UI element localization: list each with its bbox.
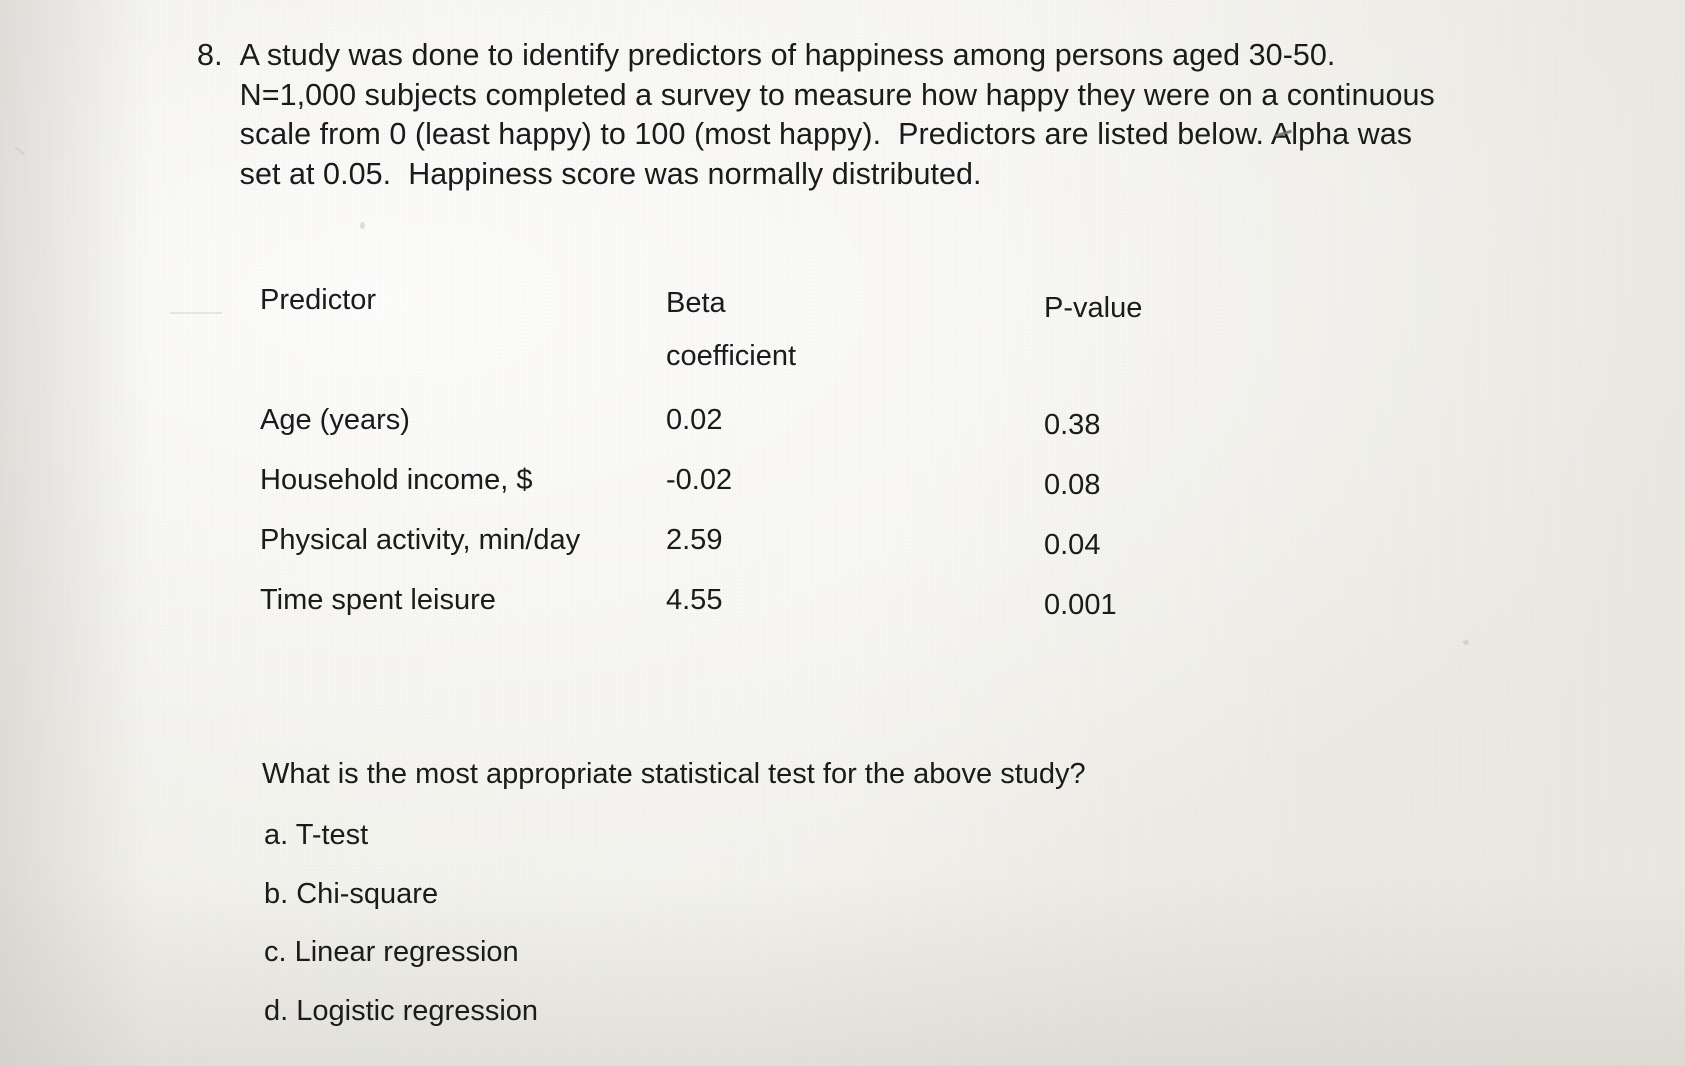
question-line-3: scale from 0 (least happy) to 100 (most … [239,117,1413,151]
answer-option-b[interactable]: b. Chi-square [264,877,439,910]
table-row: Physical activity, min/day 2.59 0.04 [260,523,1280,583]
cell-pvalue: 0.001 [1044,589,1117,621]
predictor-results-table: Predictor Beta P-value coefficient Age (… [260,283,1280,643]
column-header-beta: Beta [666,287,726,319]
cell-pvalue: 0.04 [1044,529,1101,561]
table-header-row-secondary: coefficient [260,339,1280,403]
question-line-2: N=1,000 subjects completed a survey to m… [239,77,1435,112]
question-number: 8. [197,38,223,72]
table-row: Household income, $ -0.02 0.08 [260,463,1280,523]
question-block: 8. A study was done to identify predicto… [197,36,1527,194]
table-row: Age (years) 0.02 0.38 [260,403,1280,463]
question-line-4: set at 0.05. Happiness score was normall… [239,156,982,191]
answer-option-d[interactable]: d. Logistic regression [264,994,539,1027]
cell-predictor: Time spent leisure [260,584,496,616]
table-header-row-primary: Predictor Beta P-value [260,283,1280,339]
cell-pvalue: 0.38 [1044,409,1101,441]
question-prompt: What is the most appropriate statistical… [262,758,1086,790]
cell-predictor: Age (years) [260,404,410,436]
table-row: Time spent leisure 4.55 0.001 [260,583,1280,643]
answer-option-c[interactable]: c. Linear regression [264,936,519,968]
question-text: A study was done to identify predictors … [240,36,1527,194]
answer-option-a[interactable]: a. T-test [264,819,369,851]
column-header-pvalue: P-value [1044,292,1143,324]
cell-beta: -0.02 [666,464,733,496]
answer-options-list: a. T-test b. Chi-square c. Linear regres… [264,818,538,1052]
cell-predictor: Household income, $ [260,464,533,496]
question-line-1: A study was done to identify predictors … [239,38,1336,72]
column-header-coefficient: coefficient [666,340,797,372]
cell-predictor: Physical activity, min/day [260,524,581,556]
cell-pvalue: 0.08 [1044,469,1101,501]
column-header-predictor: Predictor [260,284,377,316]
cell-beta: 4.55 [666,584,723,616]
cell-beta: 2.59 [666,524,723,556]
cell-beta: 0.02 [666,404,723,436]
